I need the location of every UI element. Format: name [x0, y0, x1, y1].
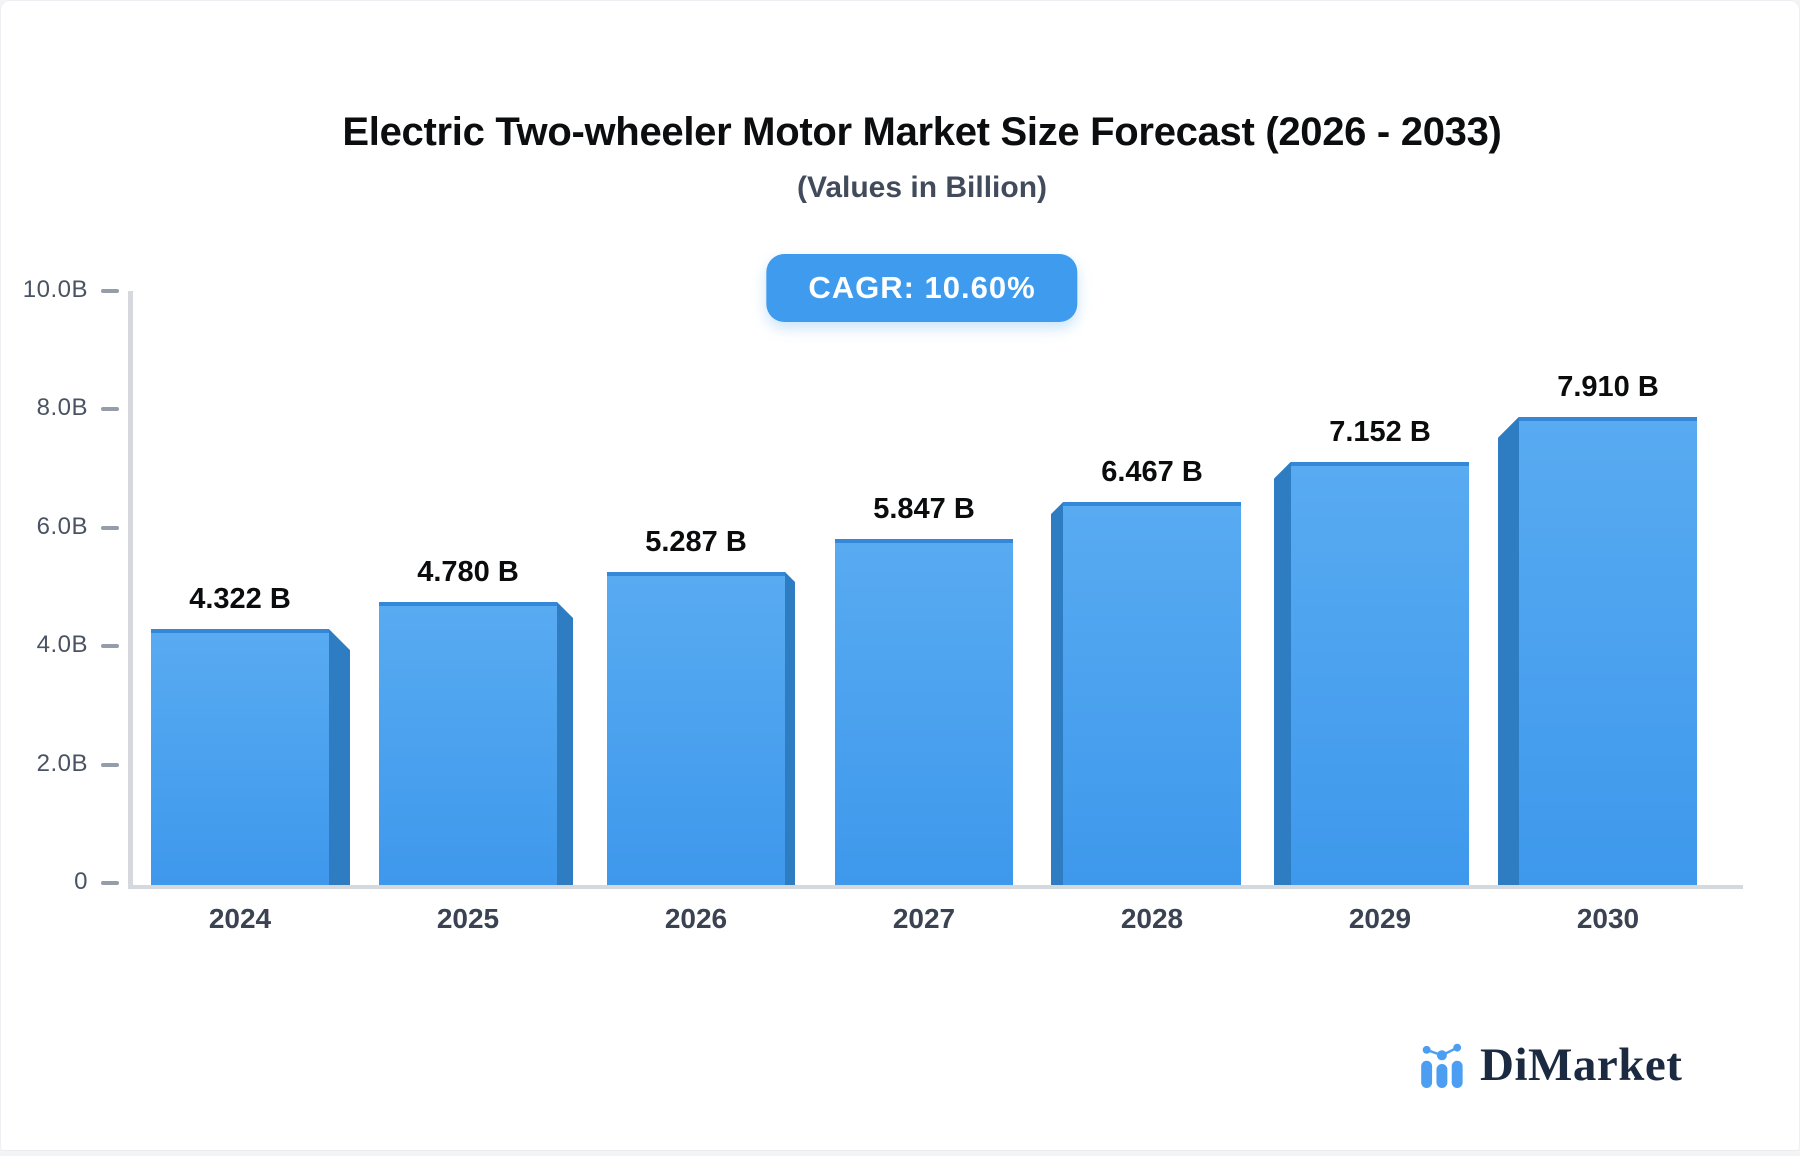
bar-2026: [607, 572, 785, 885]
bar-3d-side-2029: [1274, 461, 1291, 885]
y-tick-mark: [101, 644, 119, 649]
y-tick-mark: [101, 407, 119, 412]
bar-3d-side-2028: [1051, 502, 1063, 885]
y-tick-label: 6.0B: [36, 512, 88, 540]
brand-chart-icon: [1421, 1040, 1465, 1088]
brand-name: DiMarket: [1480, 1039, 1683, 1092]
x-axis-label-2024: 2024: [208, 903, 272, 934]
x-axis-label-2026: 2026: [664, 903, 728, 934]
y-tick-mark: [101, 762, 119, 767]
x-axis-label-2030: 2030: [1576, 903, 1640, 934]
x-axis-label-2029: 2029: [1348, 903, 1412, 934]
y-tick-label: 2.0B: [36, 749, 88, 777]
bar-value-label: 5.287 B: [645, 526, 747, 558]
y-tick-mark: [101, 525, 119, 530]
bar-value-label: 5.847 B: [873, 492, 975, 525]
x-axis-line: [128, 885, 1743, 889]
bottom-strip: [0, 1150, 1800, 1156]
bar-value-label: 4.780 B: [417, 556, 519, 589]
y-tick-mark: [101, 881, 119, 885]
bar-3d-side-2024: [329, 629, 350, 885]
bar-2029: [1291, 461, 1469, 885]
y-tick-label: 8.0B: [36, 394, 88, 422]
bar-3d-side-2026: [785, 572, 795, 885]
bar-2025: [379, 602, 557, 885]
bar-2030: [1519, 416, 1697, 885]
cagr-badge: CAGR: 10.60%: [766, 254, 1078, 322]
x-axis-label-2027: 2027: [892, 903, 956, 934]
brand-logo: DiMarket: [1421, 1039, 1683, 1092]
y-tick-mark: [101, 289, 119, 293]
bar-3d-side-2025: [557, 602, 573, 885]
bar-value-label: 6.467 B: [1101, 456, 1203, 489]
bar-2024: [151, 629, 329, 885]
bar-3d-side-2030: [1498, 416, 1519, 885]
x-axis-label-2028: 2028: [1120, 903, 1184, 934]
page-title: Electric Two-wheeler Motor Market Size F…: [342, 110, 1502, 154]
x-axis-label-2025: 2025: [436, 903, 500, 934]
chart-subtitle: (Values in Billion): [796, 171, 1048, 204]
bar-value-label: 4.322 B: [189, 583, 291, 616]
bar-2028: [1063, 502, 1241, 885]
bar-value-label: 7.910 B: [1557, 370, 1659, 403]
bar-value-label: 7.152 B: [1329, 415, 1431, 448]
y-tick-label: 0: [74, 868, 88, 895]
y-tick-label: 10.0B: [22, 276, 88, 303]
bar-2027: [835, 538, 1013, 885]
y-tick-label: 4.0B: [36, 631, 88, 659]
y-axis-line: [128, 291, 133, 889]
